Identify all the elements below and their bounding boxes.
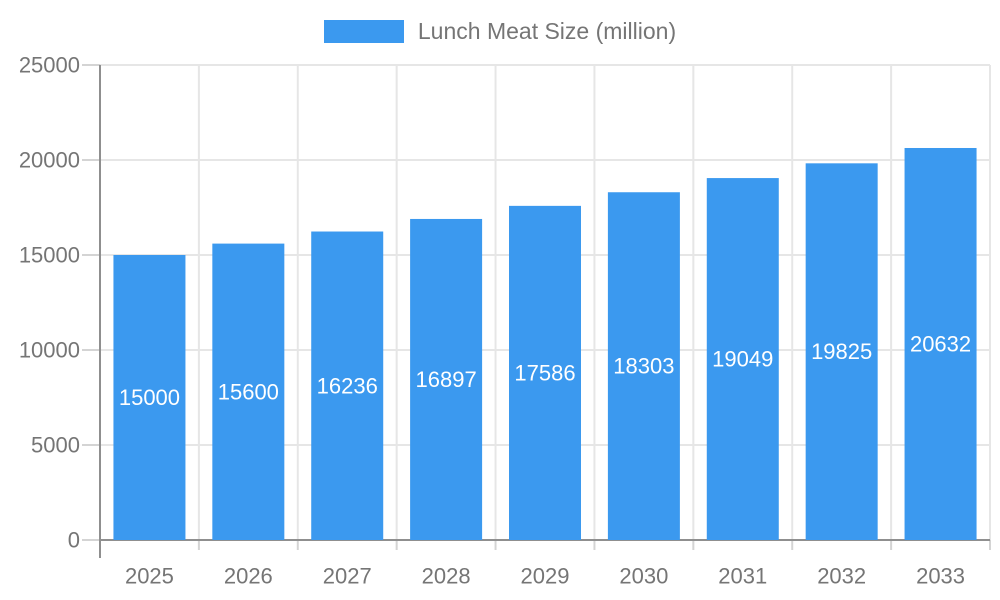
y-axis-tick-label: 0 (68, 528, 80, 553)
bar-2029[interactable] (509, 205, 581, 540)
bar-value-label: 20632 (910, 331, 971, 356)
bar-value-label: 19825 (811, 339, 872, 364)
chart-legend: Lunch Meat Size (million) (0, 18, 1000, 44)
bar-2032[interactable] (805, 163, 878, 540)
x-axis-category-label: 2028 (422, 564, 471, 589)
y-axis-tick-label: 10000 (19, 338, 80, 363)
y-axis-tick-label: 5000 (31, 433, 80, 458)
y-axis-tick-label: 25000 (19, 53, 80, 78)
x-axis-category-label: 2026 (224, 564, 273, 589)
bar-2026[interactable] (212, 243, 285, 540)
x-axis-category-label: 2030 (619, 564, 668, 589)
bar-value-label: 18303 (613, 354, 674, 379)
x-axis-category-label: 2025 (125, 564, 174, 589)
bar-value-label: 16897 (416, 367, 477, 392)
x-axis-category-label: 2029 (521, 564, 570, 589)
bar-2030[interactable] (607, 192, 680, 541)
bar-2027[interactable] (311, 231, 384, 541)
legend-label: Lunch Meat Size (million) (417, 18, 677, 44)
y-axis-tick-label: 20000 (19, 148, 80, 173)
y-axis-tick-label: 15000 (19, 243, 80, 268)
legend-item-lunch-meat-size[interactable]: Lunch Meat Size (million) (323, 18, 677, 44)
x-axis-category-label: 2027 (323, 564, 372, 589)
x-axis-category-label: 2033 (916, 564, 965, 589)
x-axis-category-label: 2032 (817, 564, 866, 589)
bar-value-label: 15000 (119, 385, 180, 410)
bar-2031[interactable] (706, 178, 779, 540)
bar-value-label: 19049 (712, 347, 773, 372)
x-axis-category-label: 2031 (718, 564, 767, 589)
bar-2025[interactable] (113, 255, 186, 540)
bar-value-label: 16236 (317, 373, 378, 398)
bar-2028[interactable] (410, 218, 483, 540)
bar-2033[interactable] (904, 147, 977, 540)
bar-value-label: 15600 (218, 379, 279, 404)
bar-value-label: 17586 (514, 360, 575, 385)
legend-color-swatch (323, 19, 404, 43)
